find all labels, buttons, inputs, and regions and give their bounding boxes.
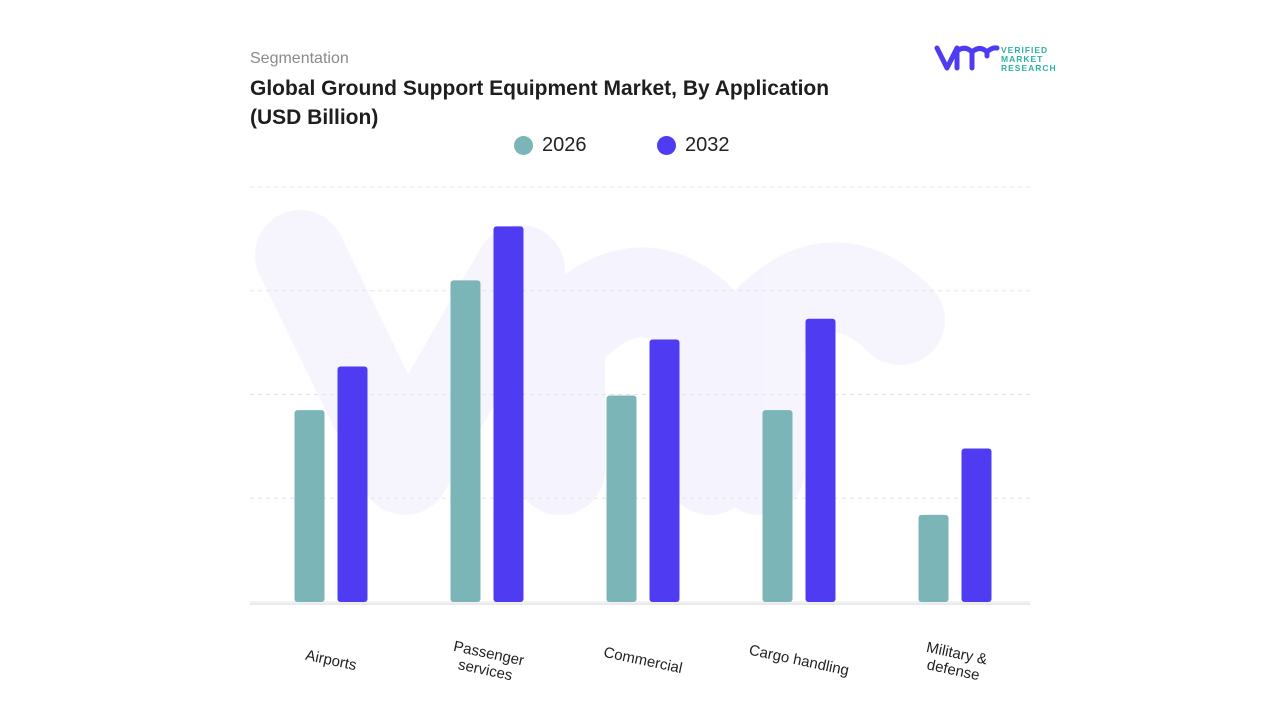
svg-text:RESEARCH: RESEARCH — [1001, 63, 1057, 73]
bar-2032-commercial — [649, 339, 680, 602]
bar-2026-airports — [294, 410, 325, 602]
bar-2026-commercial — [606, 395, 637, 602]
chart-title: Global Ground Support Equipment Market, … — [250, 77, 830, 129]
legend-swatch-2032 — [657, 136, 676, 155]
bar-2026-passenger-services — [450, 280, 481, 602]
bars — [294, 226, 992, 603]
verified-market-research-logo: VERIFIED MARKET RESEARCH — [934, 45, 1057, 73]
bar-2032-cargo-handling — [805, 318, 836, 602]
vmr-watermark — [255, 210, 945, 515]
svg-text:MARKET: MARKET — [1001, 54, 1043, 64]
legend-label-2026: 2026 — [542, 134, 587, 156]
legend-item-2026: 2026 — [514, 134, 587, 157]
vmr-logo-mark — [934, 45, 1000, 71]
bar-2032-military-defense — [961, 448, 992, 602]
legend-swatch-2026 — [514, 136, 533, 155]
svg-text:VERIFIED: VERIFIED — [1001, 45, 1048, 55]
bar-2026-military-defense — [918, 514, 949, 602]
bar-2032-passenger-services — [493, 226, 524, 603]
grid-lines — [250, 186, 1030, 603]
legend-label-2032: 2032 — [685, 134, 730, 156]
bar-2026-cargo-handling — [762, 410, 793, 602]
legend-item-2032: 2032 — [657, 134, 730, 157]
segment-label: Segmentation — [250, 50, 349, 67]
bar-2032-airports — [337, 366, 368, 602]
